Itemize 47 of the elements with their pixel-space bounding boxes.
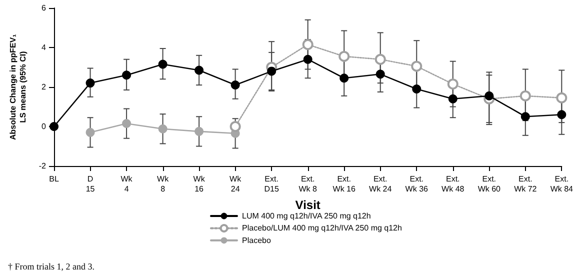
x-tick-label: Wk 24 [230, 174, 242, 194]
point [412, 84, 422, 94]
point [447, 78, 458, 90]
x-tick-label: Ext. Wk 60 [478, 174, 502, 194]
y-tick-label: 0 [42, 122, 47, 131]
point [122, 70, 132, 80]
x-tick-label: Ext. Wk 24 [369, 174, 392, 194]
point [484, 91, 494, 100]
point [86, 78, 95, 88]
point [556, 92, 568, 104]
point [448, 94, 458, 104]
x-tick-label: D 15 [86, 174, 96, 194]
text: † From trials 1, 2 and 3. [8, 262, 94, 272]
x-tick-label: Ext. Wk 36 [405, 174, 429, 194]
point [303, 54, 312, 64]
point [158, 124, 168, 134]
point [86, 128, 95, 137]
point [230, 80, 240, 90]
x-tick-label: Ext. Wk 16 [332, 174, 356, 194]
point [557, 110, 566, 120]
y-tick-label: -2 [38, 162, 47, 170]
y-tick-label: 6 [42, 4, 47, 12]
point [376, 70, 385, 79]
x-tick-label: Ext. Wk 48 [442, 174, 465, 194]
x-tick-label: Wk 8 [157, 174, 170, 194]
point [338, 50, 350, 62]
legend-label: LUM 400 mg q12h/IVA 250 mg q12h [242, 212, 371, 220]
point [194, 126, 204, 136]
point [267, 66, 276, 76]
x-tick-label: Ext. D15 [264, 174, 280, 194]
y-tick-label: 2 [42, 82, 47, 92]
x-tick-label: Ext. Wk 72 [514, 174, 538, 194]
x-tick-label: Ext. Wk 8 [298, 174, 318, 194]
y-axis-title: Absolute Change in ppFEV₁ LS means (95% CI) [8, 33, 28, 140]
x-tick-label: Wk 16 [193, 174, 206, 194]
x-tick-label: Ext. Wk 84 [550, 174, 574, 194]
x-tick-label: BL [49, 174, 60, 184]
point [122, 119, 132, 128]
point [194, 66, 204, 75]
point [520, 90, 531, 102]
x-tick-label: Wk 4 [120, 174, 134, 194]
legend-label: Placebo [242, 236, 272, 245]
legend-label: Placebo/LUM 400 mg q12h/IVA 250 mg q12h [242, 224, 402, 233]
y-tick-label: 4 [42, 43, 47, 52]
point [158, 60, 168, 69]
point [230, 121, 241, 132]
x-axis-title: Visit [295, 198, 320, 212]
